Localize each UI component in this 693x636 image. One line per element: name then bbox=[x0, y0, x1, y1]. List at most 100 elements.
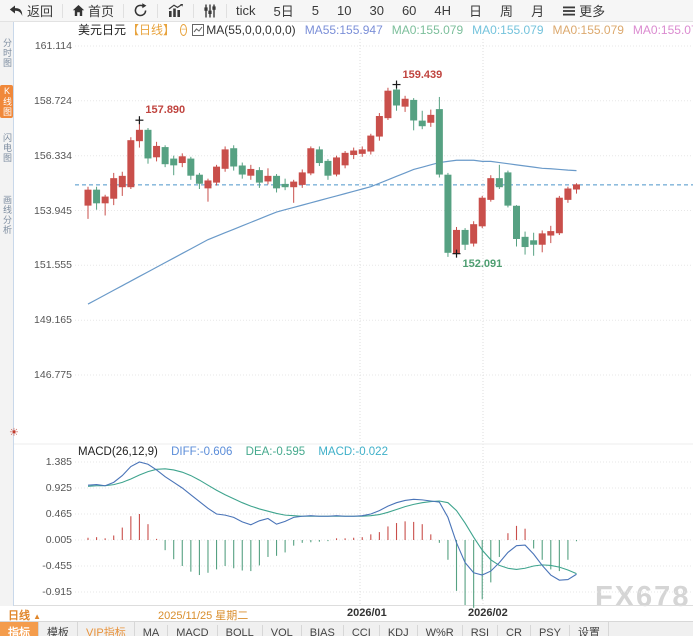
ma-values: MA55:155.947 MA0:155.079 MA0:155.079 MA0:15… bbox=[296, 23, 693, 37]
caret-up-icon: ▲ bbox=[33, 612, 41, 621]
indicator-tab-CCI[interactable]: CCI bbox=[344, 625, 380, 636]
watermark: FX678 bbox=[595, 581, 691, 613]
toolbar-h4-button[interactable]: 4H bbox=[434, 3, 451, 18]
indicator-tab-CR[interactable]: CR bbox=[498, 625, 531, 636]
kline-mini-icon bbox=[192, 23, 205, 36]
y-axis-label: 0.465 bbox=[45, 508, 72, 520]
toolbar-label: 5日 bbox=[273, 4, 294, 19]
toolbar-week-button[interactable]: 周 bbox=[500, 1, 513, 20]
y-axis-label: 1.385 bbox=[45, 456, 72, 468]
x-axis-month-label: 2026/02 bbox=[468, 607, 508, 619]
refresh-icon bbox=[133, 3, 148, 18]
toolbar-divider bbox=[226, 3, 228, 18]
toolbar-5d-button[interactable]: 5日 bbox=[274, 1, 294, 20]
indicator-tab-W%R[interactable]: W%R bbox=[418, 625, 463, 636]
y-axis-label: 156.334 bbox=[34, 149, 72, 162]
y-axis-label: 0.005 bbox=[45, 534, 72, 546]
ma-settings-label[interactable]: MA(55,0,0,0,0,0) bbox=[206, 22, 296, 37]
indicator-tab-PSY[interactable]: PSY bbox=[531, 625, 570, 636]
toolbar-month-button[interactable]: 月 bbox=[531, 1, 544, 20]
toolbar-divider bbox=[193, 3, 195, 18]
macd-value: MACD:-0.022 bbox=[318, 446, 388, 458]
toolbar-back-button[interactable]: 返回 bbox=[9, 1, 53, 20]
rail-tab-1[interactable]: 分时图 bbox=[2, 38, 12, 68]
home-icon bbox=[72, 4, 85, 17]
toolbar-m60-button[interactable]: 60 bbox=[402, 3, 416, 18]
toolbar-label: 更多 bbox=[579, 4, 606, 19]
toolbar-divider bbox=[123, 3, 125, 18]
toolbar-label: 4H bbox=[434, 3, 452, 18]
indicator-tab-bar: 指标 模板 VIP指标 MA MACD BOLL VOL BIAS CCI KDJ W%R RSI CR… bbox=[0, 621, 693, 636]
y-axis-label: 149.165 bbox=[34, 314, 72, 327]
collapse-circle-icon[interactable]: − bbox=[180, 23, 188, 36]
y-axis-label: 158.724 bbox=[34, 94, 72, 107]
indicator-tab-KDJ[interactable]: KDJ bbox=[380, 625, 418, 636]
price-annotation: 152.091 bbox=[462, 257, 503, 270]
indicator-tab-BOLL[interactable]: BOLL bbox=[218, 625, 263, 636]
toolbar-label: 返回 bbox=[27, 4, 54, 19]
rail-tab-4[interactable]: 画线分析 bbox=[2, 195, 12, 235]
toolbar-divider bbox=[157, 3, 159, 18]
x-axis-month-label: 2026/01 bbox=[347, 607, 387, 619]
toolbar-m5-button[interactable]: 5 bbox=[312, 3, 319, 18]
indicator-tab-RSI[interactable]: RSI bbox=[463, 625, 499, 636]
toolbar-day-button[interactable]: 日 bbox=[469, 1, 482, 20]
toolbar-m10-button[interactable]: 10 bbox=[337, 3, 351, 18]
toolbar-refresh-icon[interactable] bbox=[133, 3, 148, 18]
y-axis-label: 161.114 bbox=[34, 40, 72, 52]
toolbar-label: 首页 bbox=[88, 4, 115, 19]
toolbar-label: 10 bbox=[337, 3, 352, 18]
ma-value: MA0:155.079 bbox=[472, 22, 544, 37]
macd-header: MACD(26,12,9) DIFF:-0.606 DEA:-0.595 MAC… bbox=[78, 446, 398, 458]
y-axis-label: -0.455 bbox=[42, 560, 72, 572]
ma-value: MA0:155.079 bbox=[391, 22, 464, 37]
toolbar-home-button[interactable]: 首页 bbox=[72, 1, 114, 20]
period-collapse-button[interactable]: 日线 ▲ bbox=[8, 610, 41, 622]
toolbar-label: 月 bbox=[531, 4, 545, 19]
left-chart-type-rail: 分时图 K线图闪电图画线分析 bbox=[0, 21, 14, 606]
indicator-settings-icon[interactable]: ☀ bbox=[9, 427, 19, 439]
y-axis-label: 151.555 bbox=[34, 259, 72, 272]
period-tag: 【日线】 bbox=[127, 23, 176, 37]
toolbar-indicator-sliders-icon[interactable] bbox=[203, 4, 217, 18]
menu-icon bbox=[562, 5, 576, 17]
toolbar-label: 5 bbox=[311, 3, 319, 18]
indicator-tab-VOL[interactable]: VOL bbox=[263, 625, 302, 636]
diff-value: DIFF:-0.606 bbox=[171, 446, 233, 458]
indicator-tab-VIP指标[interactable]: VIP指标 bbox=[78, 622, 135, 636]
rail-tab-3[interactable]: 闪电图 bbox=[2, 133, 12, 163]
top-toolbar: 返回 首页 tick 5日 5 10 30 60 4H 日 周 月 更多 bbox=[0, 0, 693, 22]
toolbar-m30-button[interactable]: 30 bbox=[369, 3, 383, 18]
indicator-tab-模板[interactable]: 模板 bbox=[39, 622, 78, 636]
y-axis-label: 146.775 bbox=[34, 369, 72, 381]
toolbar-chart-style-icon[interactable] bbox=[167, 3, 184, 18]
ma-value: MA0:155.079 bbox=[552, 22, 624, 37]
toolbar-more-button[interactable]: 更多 bbox=[562, 1, 605, 20]
toolbar-label: 周 bbox=[500, 4, 514, 19]
price-annotation: 159.439 bbox=[402, 68, 443, 81]
price-annotation: 157.890 bbox=[145, 104, 186, 117]
indicator-tab-BIAS[interactable]: BIAS bbox=[302, 625, 344, 636]
symbol-name: 美元日元 bbox=[78, 23, 127, 37]
y-axis-label: 153.945 bbox=[34, 204, 72, 217]
indicator-tab-MACD[interactable]: MACD bbox=[168, 625, 218, 636]
ma-value: MA0:155.079 bbox=[632, 22, 693, 37]
x-axis-row: 日线 ▲ 2025/11/25 星期二 2026/01 2026/02 bbox=[0, 606, 693, 622]
macd-title[interactable]: MACD(26,12,9) bbox=[78, 446, 158, 458]
toolbar-label: 60 bbox=[401, 3, 417, 18]
toolbar-label: 30 bbox=[369, 3, 384, 18]
indicator-tab-指标[interactable]: 指标 bbox=[0, 622, 39, 636]
chart-header: 美元日元 【日线】 − MA(55,0,0,0,0,0) MA55:155.94… bbox=[13, 21, 693, 38]
y-axis-label: -0.915 bbox=[42, 586, 72, 598]
indicator-tab-设置[interactable]: 设置 bbox=[570, 622, 609, 636]
toolbar-label: 日 bbox=[469, 4, 483, 19]
toolbar-tick-button[interactable]: tick bbox=[236, 3, 256, 18]
back-icon bbox=[9, 5, 24, 17]
rail-tab-2[interactable]: K线图 bbox=[0, 85, 13, 118]
sliders-icon bbox=[203, 4, 217, 18]
bars-icon bbox=[167, 3, 184, 18]
dea-value: DEA:-0.595 bbox=[245, 446, 306, 458]
indicator-tab-MA[interactable]: MA bbox=[135, 625, 169, 636]
